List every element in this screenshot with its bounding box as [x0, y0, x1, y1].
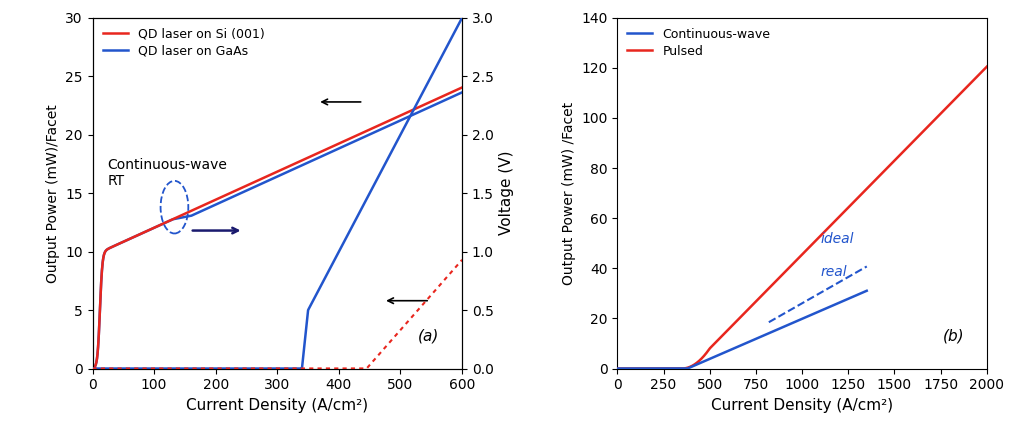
X-axis label: Current Density (A/cm²): Current Density (A/cm²) [186, 398, 368, 413]
Y-axis label: Output Power (mW)/Facet: Output Power (mW)/Facet [45, 104, 60, 282]
Y-axis label: Output Power (mW) /Facet: Output Power (mW) /Facet [561, 102, 576, 285]
Text: (b): (b) [943, 329, 964, 344]
Text: Continuous-wave
RT: Continuous-wave RT [107, 158, 227, 188]
Y-axis label: Voltage (V): Voltage (V) [500, 151, 514, 235]
Legend: QD laser on Si (001), QD laser on GaAs: QD laser on Si (001), QD laser on GaAs [99, 24, 268, 61]
Text: (a): (a) [417, 329, 439, 344]
Text: ideal: ideal [820, 232, 854, 246]
X-axis label: Current Density (A/cm²): Current Density (A/cm²) [711, 398, 893, 413]
Legend: Continuous-wave, Pulsed: Continuous-wave, Pulsed [624, 24, 774, 61]
Text: real: real [820, 265, 847, 279]
